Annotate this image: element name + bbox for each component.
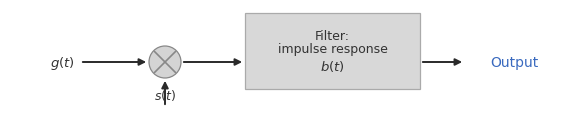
Text: Filter:: Filter: <box>315 29 350 42</box>
Text: $g(t)$: $g(t)$ <box>49 54 74 71</box>
Text: $s(t)$: $s(t)$ <box>154 88 176 103</box>
FancyBboxPatch shape <box>245 14 420 89</box>
Text: Output: Output <box>490 56 538 69</box>
Text: $b(t)$: $b(t)$ <box>320 58 345 73</box>
Ellipse shape <box>149 47 181 78</box>
Text: impulse response: impulse response <box>278 43 388 56</box>
